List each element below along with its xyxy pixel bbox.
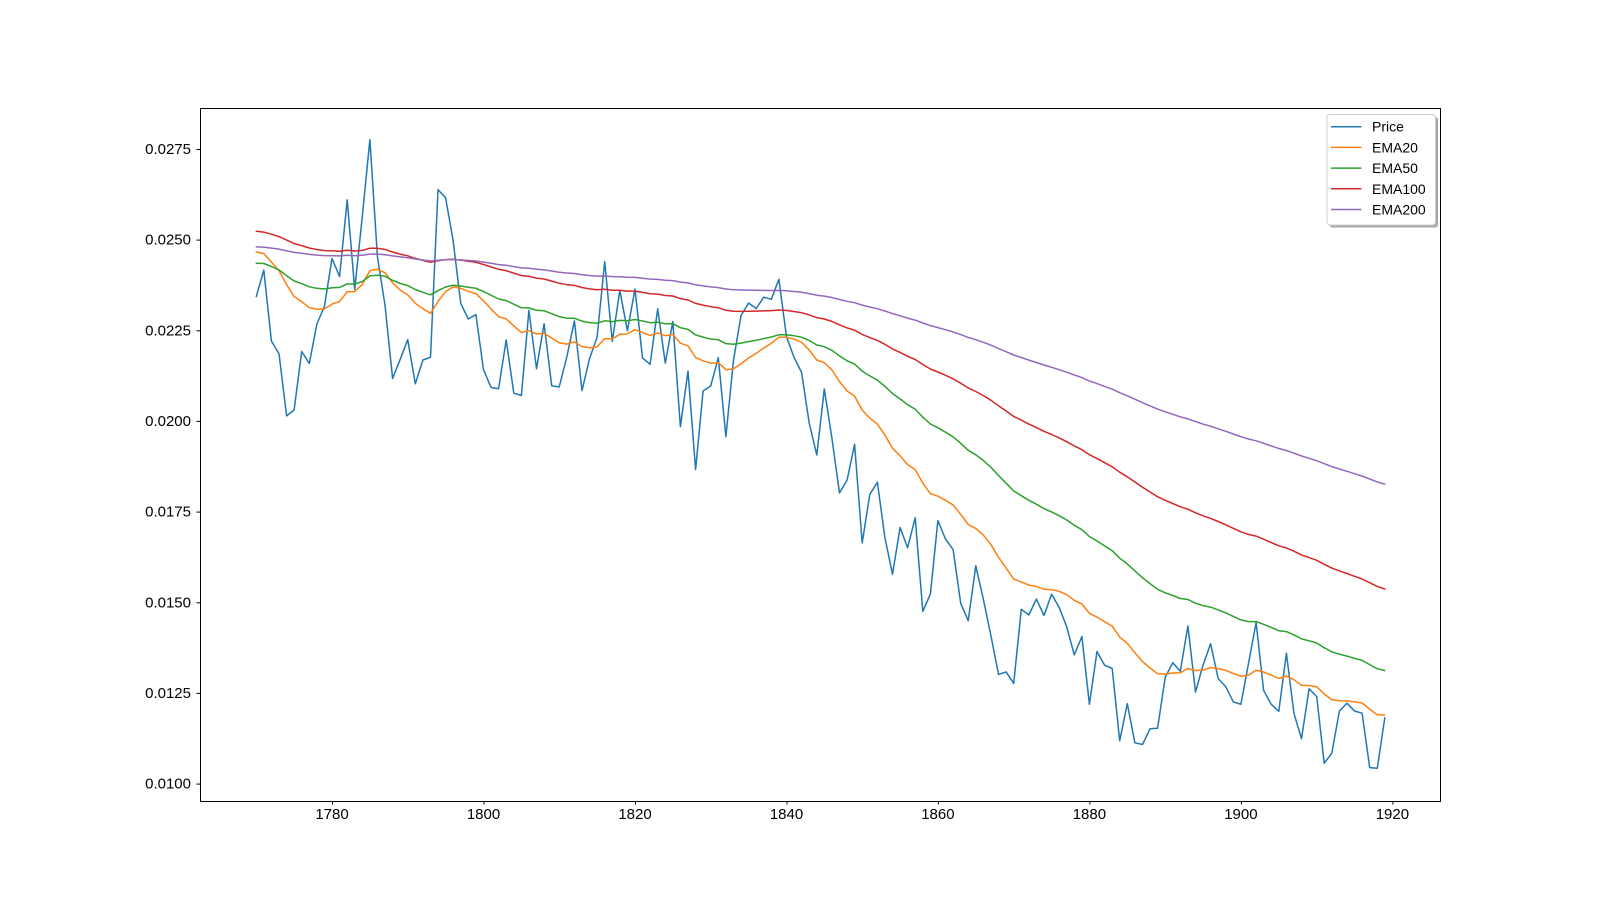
svg-text:0.0100: 0.0100 bbox=[145, 776, 191, 793]
svg-text:0.0200: 0.0200 bbox=[145, 413, 191, 430]
svg-text:1880: 1880 bbox=[1073, 806, 1106, 823]
svg-text:0.0275: 0.0275 bbox=[145, 141, 191, 158]
svg-text:EMA100: EMA100 bbox=[1372, 181, 1426, 197]
svg-text:1780: 1780 bbox=[315, 806, 348, 823]
svg-text:1840: 1840 bbox=[770, 806, 803, 823]
svg-text:1860: 1860 bbox=[921, 806, 954, 823]
svg-text:1800: 1800 bbox=[467, 806, 500, 823]
svg-text:EMA200: EMA200 bbox=[1372, 202, 1426, 218]
svg-text:1900: 1900 bbox=[1224, 806, 1257, 823]
svg-text:1920: 1920 bbox=[1376, 806, 1409, 823]
svg-text:0.0150: 0.0150 bbox=[145, 594, 191, 611]
svg-text:0.0250: 0.0250 bbox=[145, 232, 191, 249]
svg-text:Price: Price bbox=[1372, 119, 1404, 135]
svg-text:EMA50: EMA50 bbox=[1372, 160, 1418, 176]
svg-text:0.0175: 0.0175 bbox=[145, 504, 191, 521]
svg-text:EMA20: EMA20 bbox=[1372, 139, 1418, 155]
svg-text:0.0125: 0.0125 bbox=[145, 685, 191, 702]
svg-text:0.0225: 0.0225 bbox=[145, 322, 191, 339]
svg-text:1820: 1820 bbox=[618, 806, 651, 823]
